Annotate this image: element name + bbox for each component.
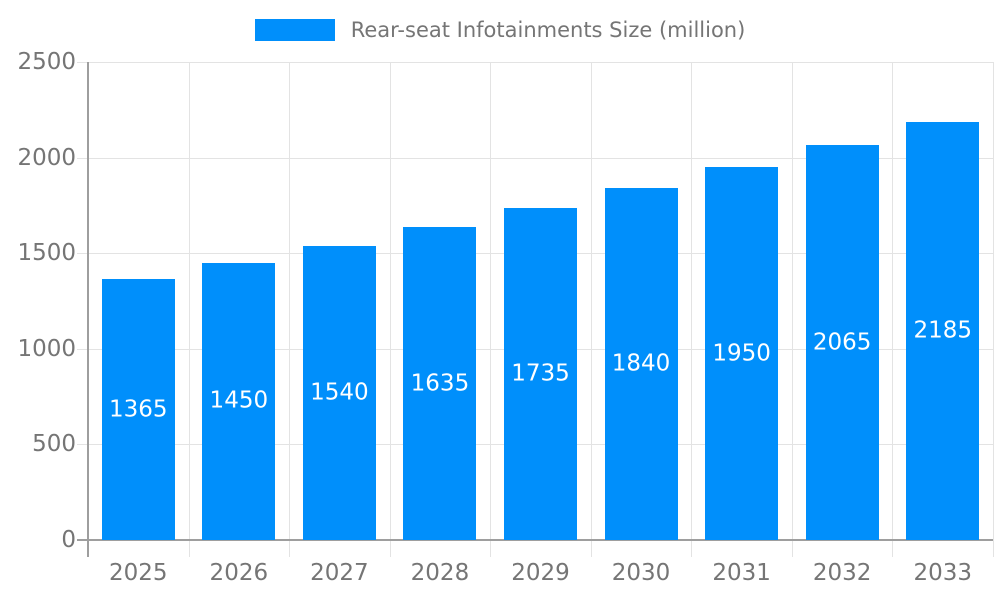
x-axis-tick xyxy=(590,540,592,557)
x-axis-tick-label: 2033 xyxy=(913,560,972,586)
bar-value-label: 1950 xyxy=(712,340,771,367)
x-axis-tick xyxy=(691,540,693,557)
x-axis-tick-label: 2032 xyxy=(812,560,872,586)
bar-2027 xyxy=(302,245,376,540)
x-axis-tick xyxy=(289,540,291,557)
plot-area: 1365 1450 1540 1635 1735 1840 1950 2065 2185 xyxy=(88,62,994,540)
gridline-vertical xyxy=(892,62,894,540)
bar-value-label: 1840 xyxy=(611,350,671,377)
x-axis-tick xyxy=(993,540,994,557)
gridline-vertical xyxy=(289,62,291,540)
legend-label: Rear-seat Infotainments Size (million) xyxy=(350,18,746,42)
gridline-vertical xyxy=(389,62,391,540)
y-axis-tick xyxy=(77,348,88,350)
x-axis-tick-label: 2026 xyxy=(209,560,269,586)
x-axis-tick xyxy=(188,540,190,557)
bar-value-label: 1365 xyxy=(108,396,168,422)
gridline-horizontal xyxy=(88,62,993,63)
y-axis-tick-label: 1000 xyxy=(17,335,76,362)
x-axis-tick-label: 2031 xyxy=(712,560,771,586)
y-axis-line xyxy=(87,62,89,557)
bar-value-label: 1540 xyxy=(310,379,369,406)
x-axis-tick xyxy=(389,540,391,557)
gridline-vertical xyxy=(490,62,492,540)
x-axis-tick-label: 2027 xyxy=(310,560,369,586)
bar-value-label: 1450 xyxy=(209,387,269,414)
y-axis-tick-label: 2500 xyxy=(17,49,76,75)
bar-value-label: 1735 xyxy=(511,360,570,387)
x-axis-tick xyxy=(892,540,894,557)
legend-item[interactable]: Rear-seat Infotainments Size (million) xyxy=(254,18,746,42)
bar-2025 xyxy=(101,279,175,540)
bar-2026 xyxy=(202,262,276,540)
bar-value-label: 2065 xyxy=(812,329,872,356)
y-axis-tick-label: 500 xyxy=(32,431,76,458)
x-axis-tick-label: 2030 xyxy=(611,560,671,586)
x-axis-tick-label: 2025 xyxy=(108,560,168,586)
bar-2032 xyxy=(805,145,879,540)
bar-2029 xyxy=(504,208,577,540)
legend-swatch-icon xyxy=(254,19,335,41)
bar-value-label: 2185 xyxy=(913,317,972,344)
x-axis-tick-label: 2028 xyxy=(410,560,470,586)
y-axis-tick xyxy=(77,62,88,63)
gridline-vertical xyxy=(691,62,693,540)
legend: Rear-seat Infotainments Size (million) xyxy=(0,18,1000,42)
gridline-vertical xyxy=(993,62,994,540)
gridline-horizontal xyxy=(88,157,993,159)
gridline-vertical xyxy=(791,62,793,540)
y-axis-tick xyxy=(77,253,88,255)
bar-2031 xyxy=(705,167,779,540)
x-axis-tick-label: 2029 xyxy=(511,560,570,586)
y-axis-tick-label: 0 xyxy=(61,527,76,553)
gridline-vertical xyxy=(188,62,190,540)
bar-2030 xyxy=(604,188,678,540)
y-axis-tick-label: 1500 xyxy=(17,240,76,267)
y-axis-tick-label: 2000 xyxy=(17,144,76,171)
y-axis-tick xyxy=(77,157,88,159)
bar-2028 xyxy=(403,227,477,540)
x-axis-line xyxy=(77,539,993,541)
y-axis-tick xyxy=(77,444,88,446)
gridline-vertical xyxy=(590,62,592,540)
bar-2033 xyxy=(906,122,980,540)
x-axis-tick xyxy=(490,540,492,557)
x-axis-tick xyxy=(791,540,793,557)
bar-value-label: 1635 xyxy=(410,370,470,397)
